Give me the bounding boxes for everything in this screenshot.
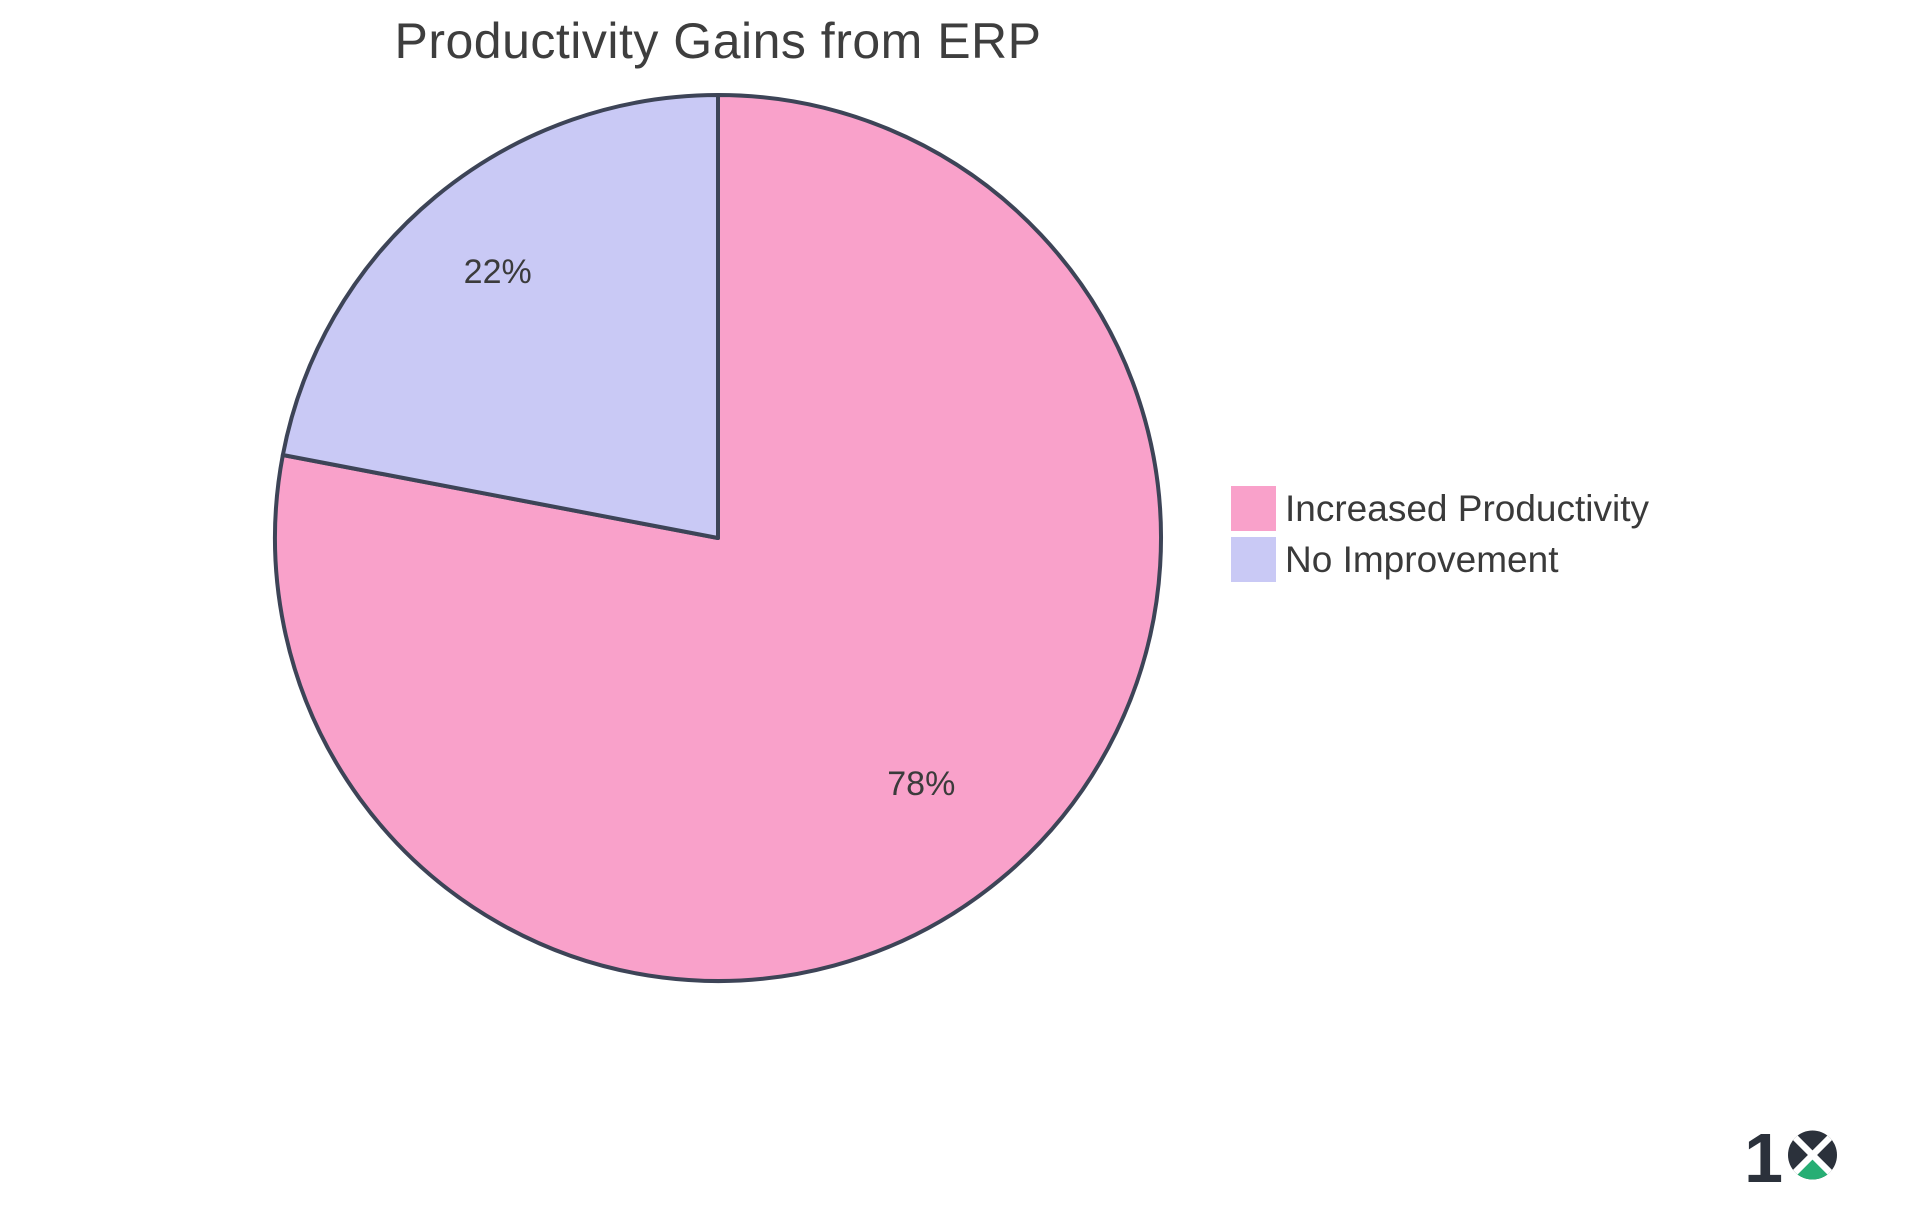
legend-item-increased-productivity[interactable]: Increased Productivity bbox=[1231, 486, 1649, 531]
quadrant-circle-icon bbox=[1788, 1130, 1837, 1180]
pie-slice-no-improvement[interactable] bbox=[280, 93, 720, 540]
legend: Increased Productivity No Improvement bbox=[1231, 486, 1649, 582]
brand-logo[interactable]: 1 bbox=[1745, 1120, 1845, 1190]
legend-item-no-improvement[interactable]: No Improvement bbox=[1231, 537, 1649, 582]
chart-title: Productivity Gains from ERP bbox=[394, 13, 1042, 69]
legend-swatch-icon bbox=[1231, 486, 1276, 531]
legend-label: Increased Productivity bbox=[1285, 487, 1650, 529]
slice-percent-label-no-improvement: 22% bbox=[464, 253, 532, 291]
logo-numeral: 1 bbox=[1745, 1120, 1783, 1190]
slice-percent-label-increased-productivity: 78% bbox=[887, 765, 955, 803]
legend-swatch-icon bbox=[1231, 537, 1276, 582]
legend-label: No Improvement bbox=[1285, 538, 1559, 580]
logo-bottom-wedge-green bbox=[1795, 1155, 1830, 1180]
